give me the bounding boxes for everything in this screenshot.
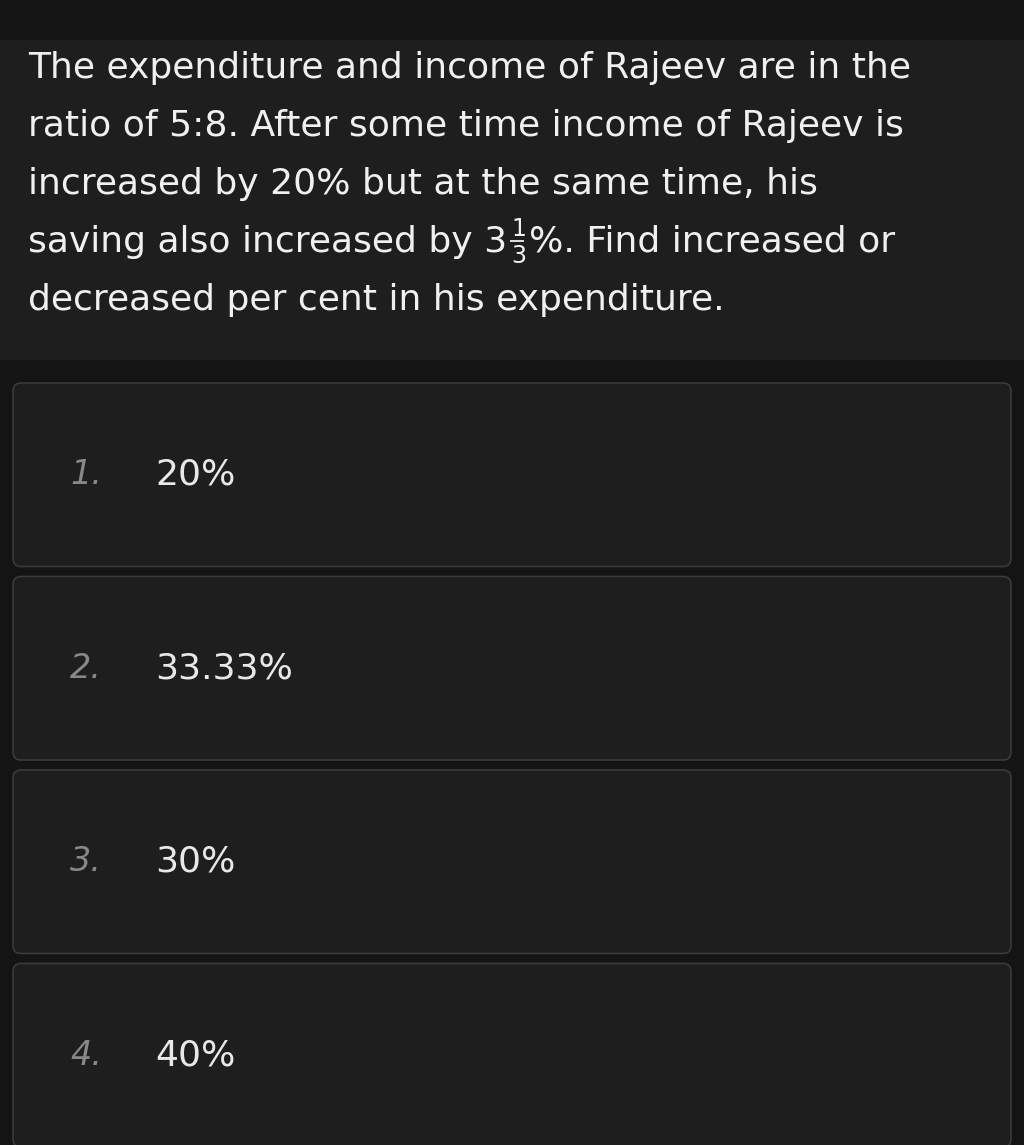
FancyBboxPatch shape [13,963,1011,1145]
Text: 3: 3 [511,244,526,268]
Text: 33.33%: 33.33% [155,652,293,685]
Bar [0,40,1024,360]
Text: 1.: 1. [70,458,101,491]
Text: 20%: 20% [155,458,236,491]
Text: 4.: 4. [70,1039,101,1072]
FancyBboxPatch shape [13,576,1011,760]
Text: 30%: 30% [155,845,236,878]
Text: decreased per cent in his expenditure.: decreased per cent in his expenditure. [28,283,725,317]
Text: 40%: 40% [155,1039,236,1072]
Text: 1: 1 [511,218,526,240]
FancyBboxPatch shape [13,769,1011,954]
FancyBboxPatch shape [13,382,1011,567]
Text: increased by 20% but at the same time, his: increased by 20% but at the same time, h… [28,167,818,202]
Text: ratio of 5:8. After some time income of Rajeev is: ratio of 5:8. After some time income of … [28,109,904,143]
Text: 2.: 2. [70,652,101,685]
Text: The expenditure and income of Rajeev are in the: The expenditure and income of Rajeev are… [28,52,911,85]
Text: saving also increased by 3: saving also increased by 3 [28,226,507,259]
Text: %. Find increased or: %. Find increased or [529,226,895,259]
Text: 3.: 3. [70,845,101,878]
